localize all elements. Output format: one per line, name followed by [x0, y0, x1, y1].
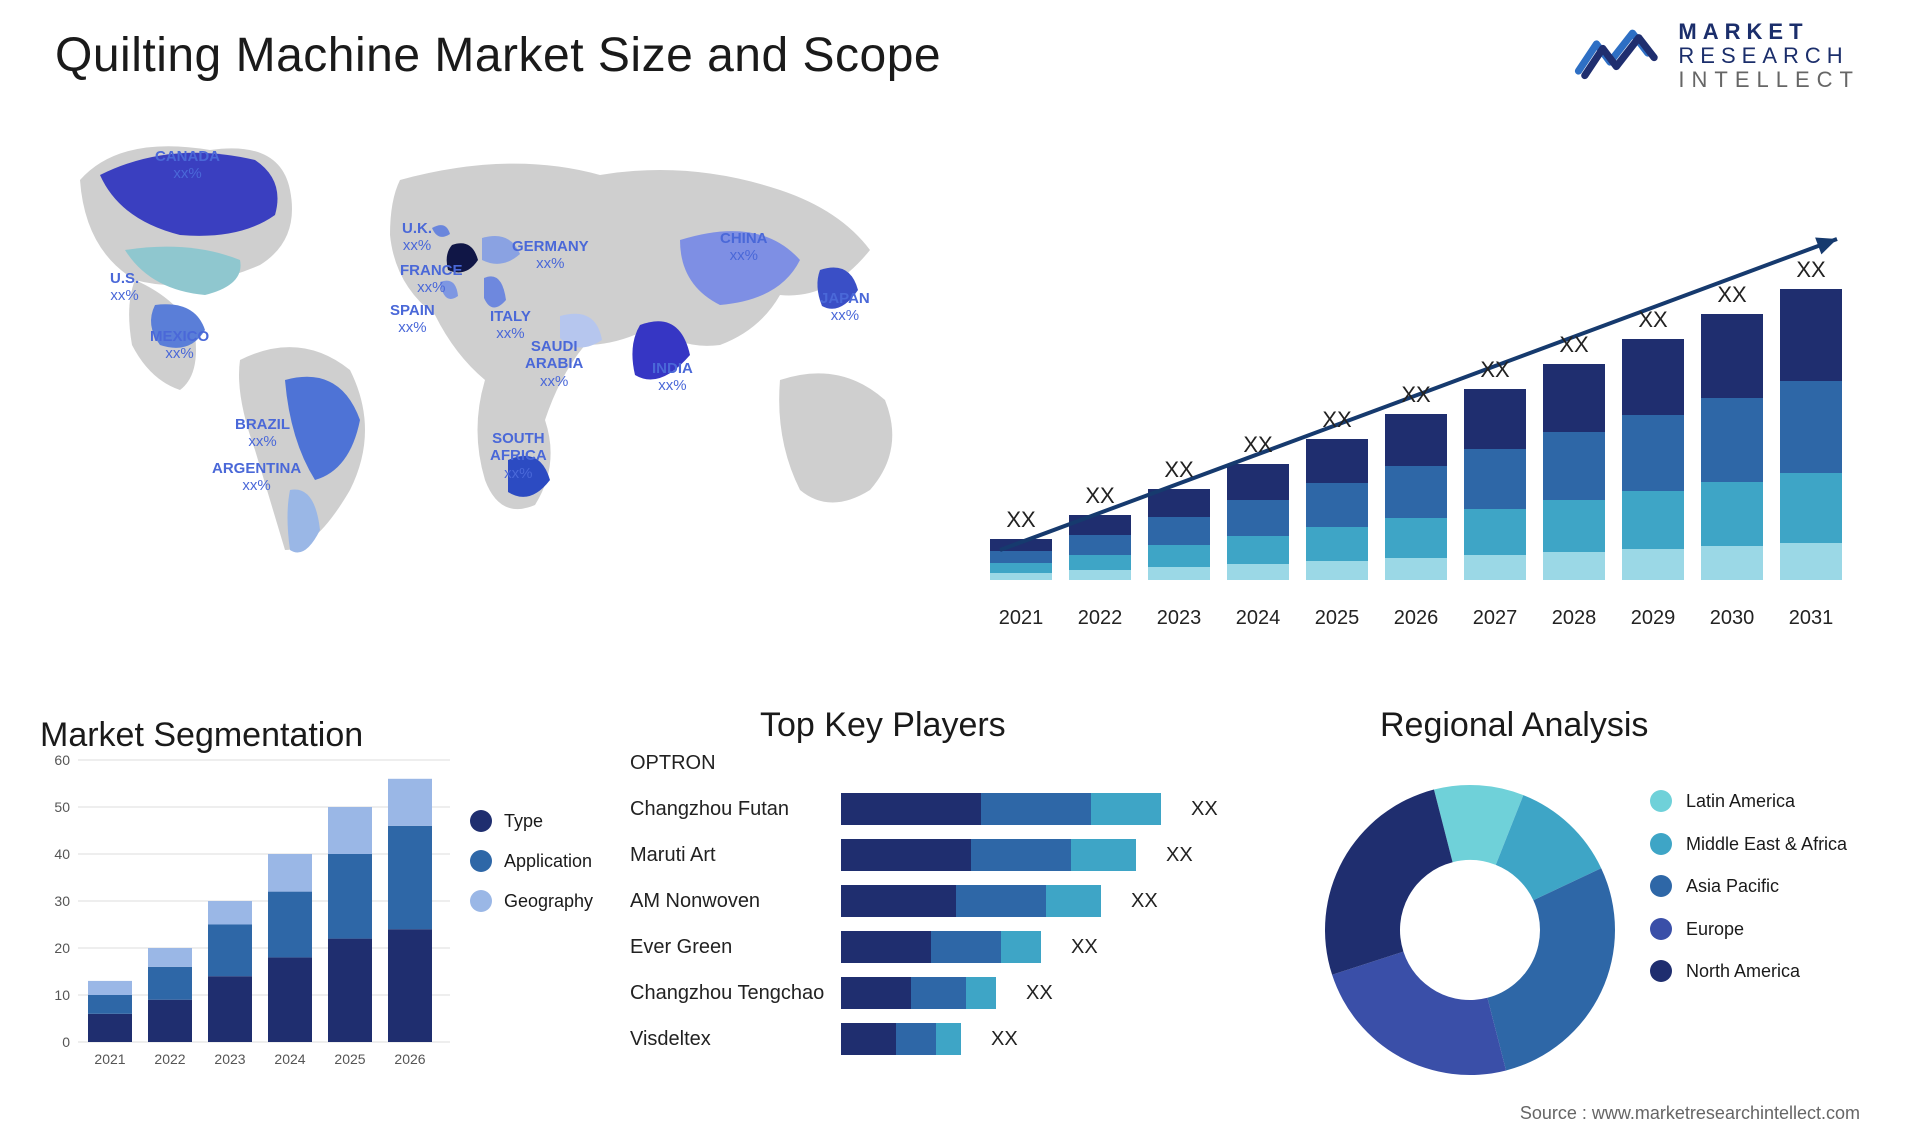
market-segmentation: Market Segmentation 01020304050602021202…	[40, 750, 580, 1090]
map-label-us: U.S.xx%	[110, 270, 139, 305]
svg-text:2023: 2023	[214, 1051, 245, 1067]
growth-value-2023: XX	[1143, 457, 1215, 483]
growth-value-2028: XX	[1538, 332, 1610, 358]
top-key-players: Top Key Players OPTRONChangzhou FutanXXM…	[630, 740, 1270, 1100]
player-row-5: Changzhou TengchaoXX	[630, 970, 1270, 1016]
growth-value-2024: XX	[1222, 432, 1294, 458]
player-row-2: Maruti ArtXX	[630, 832, 1270, 878]
growth-value-2025: XX	[1301, 407, 1373, 433]
growth-value-2031: XX	[1775, 257, 1847, 283]
brand-logo: MARKET RESEARCH INTELLECT	[1574, 20, 1860, 91]
player-row-6: VisdeltexXX	[630, 1016, 1270, 1062]
player-row-0: OPTRON	[630, 740, 1270, 786]
regional-legend-0: Latin America	[1650, 790, 1847, 813]
player-row-4: Ever GreenXX	[630, 924, 1270, 970]
map-label-argentina: ARGENTINAxx%	[212, 460, 301, 495]
growth-year-2030: 2030	[1696, 607, 1768, 630]
growth-year-2027: 2027	[1459, 607, 1531, 630]
growth-year-2024: 2024	[1222, 607, 1294, 630]
svg-text:2022: 2022	[154, 1051, 185, 1067]
map-label-brazil: BRAZILxx%	[235, 416, 290, 451]
brand-line1: MARKET	[1678, 20, 1860, 44]
map-label-india: INDIAxx%	[652, 360, 693, 395]
growth-year-2022: 2022	[1064, 607, 1136, 630]
svg-text:0: 0	[62, 1034, 70, 1050]
growth-year-2021: 2021	[985, 607, 1057, 630]
growth-year-2028: 2028	[1538, 607, 1610, 630]
growth-chart: XX 2021 XX 2022 XX 2023 XX 2024 XX 2025 XX 2026 XX 20…	[970, 150, 1870, 630]
growth-year-2029: 2029	[1617, 607, 1689, 630]
players-title: Top Key Players	[760, 706, 1006, 745]
map-label-germany: GERMANYxx%	[512, 238, 589, 273]
growth-value-2022: XX	[1064, 483, 1136, 509]
svg-text:50: 50	[54, 799, 70, 815]
growth-year-2023: 2023	[1143, 607, 1215, 630]
map-label-uk: U.K.xx%	[402, 220, 432, 255]
map-label-japan: JAPANxx%	[820, 290, 870, 325]
page-title: Quilting Machine Market Size and Scope	[55, 28, 941, 83]
map-label-canada: CANADAxx%	[155, 148, 220, 183]
source-label: Source : www.marketresearchintellect.com	[1520, 1103, 1860, 1124]
growth-value-2026: XX	[1380, 382, 1452, 408]
svg-text:2025: 2025	[334, 1051, 365, 1067]
growth-value-2027: XX	[1459, 357, 1531, 383]
regional-legend-1: Middle East & Africa	[1650, 833, 1847, 856]
growth-year-2025: 2025	[1301, 607, 1373, 630]
map-label-saudi: SAUDIARABIAxx%	[525, 338, 583, 390]
regional-legend-4: North America	[1650, 960, 1847, 983]
segmentation-title: Market Segmentation	[40, 716, 363, 755]
growth-value-2030: XX	[1696, 282, 1768, 308]
growth-value-2021: XX	[985, 507, 1057, 533]
world-map: CANADAxx% U.S.xx% MEXICOxx% BRAZILxx% ARGENT…	[40, 120, 920, 600]
regional-analysis: Regional Analysis Latin AmericaMiddle Ea…	[1310, 740, 1890, 1100]
regional-title: Regional Analysis	[1380, 706, 1648, 745]
svg-text:2026: 2026	[394, 1051, 425, 1067]
map-label-china: CHINAxx%	[720, 230, 768, 265]
segmentation-legend-geography: Geography	[470, 890, 593, 912]
brand-mark-icon	[1574, 23, 1664, 88]
map-label-mexico: MEXICOxx%	[150, 328, 209, 363]
segmentation-legend-application: Application	[470, 850, 593, 872]
growth-year-2026: 2026	[1380, 607, 1452, 630]
regional-legend: Latin America Middle East & Africa Asia Pa…	[1650, 790, 1847, 1003]
growth-year-2031: 2031	[1775, 607, 1847, 630]
map-label-spain: SPAINxx%	[390, 302, 435, 337]
growth-value-2029: XX	[1617, 307, 1689, 333]
segmentation-legend: Type Application Geography	[470, 810, 593, 930]
map-label-safrica: SOUTHAFRICAxx%	[490, 430, 547, 482]
player-row-1: Changzhou FutanXX	[630, 786, 1270, 832]
svg-text:10: 10	[54, 987, 70, 1003]
svg-text:2024: 2024	[274, 1051, 305, 1067]
player-row-3: AM NonwovenXX	[630, 878, 1270, 924]
svg-text:2021: 2021	[94, 1051, 125, 1067]
svg-text:40: 40	[54, 846, 70, 862]
svg-text:30: 30	[54, 893, 70, 909]
regional-legend-3: Europe	[1650, 918, 1847, 941]
segmentation-legend-type: Type	[470, 810, 593, 832]
brand-line3: INTELLECT	[1678, 68, 1860, 92]
svg-text:20: 20	[54, 940, 70, 956]
regional-legend-2: Asia Pacific	[1650, 875, 1847, 898]
map-label-france: FRANCExx%	[400, 262, 463, 297]
brand-line2: RESEARCH	[1678, 44, 1860, 68]
